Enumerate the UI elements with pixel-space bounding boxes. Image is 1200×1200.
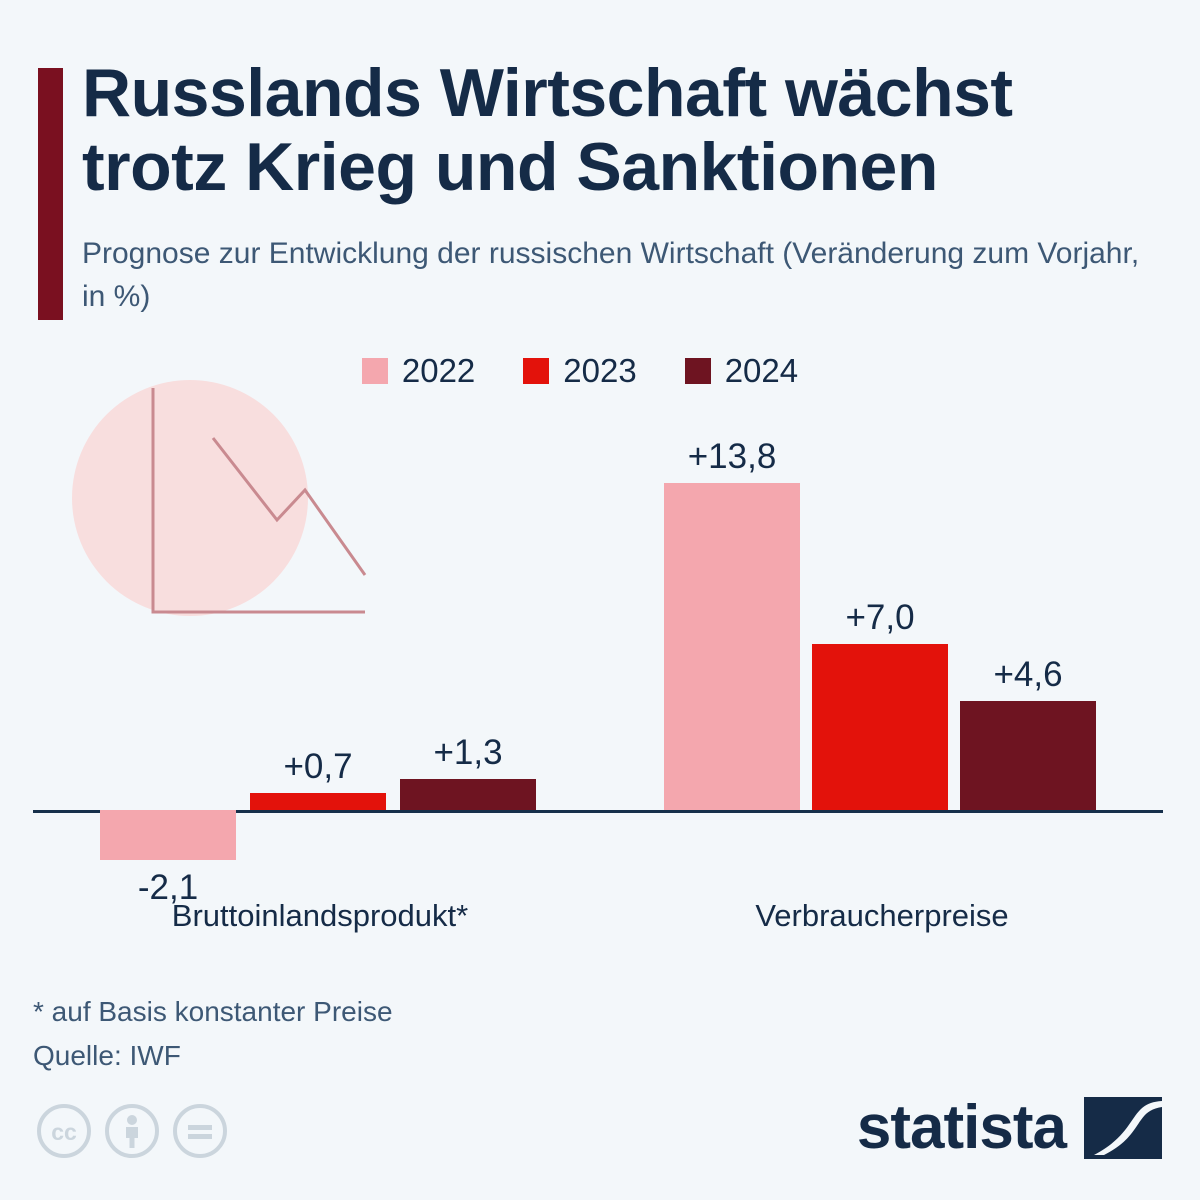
bar-rect — [960, 700, 1096, 810]
svg-text:cc: cc — [51, 1119, 77, 1145]
declining-chart-decoration-icon — [72, 380, 367, 616]
cc-icon[interactable]: cc — [36, 1103, 92, 1159]
legend-item-2022[interactable]: 2022 — [361, 352, 476, 390]
legend-label-2024: 2024 — [724, 352, 799, 389]
bar-2023-verbraucherpreise[interactable]: +7,0 — [812, 598, 948, 810]
category-label-bruttoinlandsprodukt: Bruttoinlandsprodukt* — [171, 898, 469, 933]
legend-swatch-2022 — [361, 358, 388, 384]
bar-2024-bruttoinlandsprodukt[interactable]: +1,3 — [400, 733, 536, 810]
bar-value-label: +7,0 — [845, 598, 915, 638]
bar-2023-bruttoinlandsprodukt[interactable]: +0,7 — [250, 747, 386, 810]
bar-value-label: +13,8 — [687, 436, 777, 476]
bar-rect — [400, 779, 536, 810]
cc-nd-icon[interactable] — [172, 1103, 228, 1159]
bar-2022-verbraucherpreise[interactable]: +13,8 — [664, 437, 800, 810]
bar-2024-verbraucherpreise[interactable]: +4,6 — [960, 655, 1096, 810]
legend-swatch-2023 — [523, 358, 550, 384]
cc-by-icon[interactable] — [104, 1103, 160, 1159]
creative-commons-badges: cc — [36, 1103, 228, 1159]
footnote-block: * auf Basis konstanter Preise Quelle: IW… — [33, 990, 393, 1078]
bar-value-label: +1,3 — [433, 733, 503, 773]
bar-rect — [250, 793, 386, 810]
bar-value-label: +4,6 — [993, 654, 1063, 694]
bar-rect — [664, 482, 800, 810]
bar-rect — [100, 810, 236, 860]
legend-item-2024[interactable]: 2024 — [684, 352, 799, 390]
legend-item-2023[interactable]: 2023 — [523, 352, 637, 390]
legend-label-2022: 2022 — [401, 352, 476, 389]
bar-2022-bruttoinlandsprodukt[interactable]: -2,1 — [100, 810, 236, 907]
header: Russlands Wirtschaft wächst trotz Krieg … — [0, 0, 1200, 340]
legend-swatch-2024 — [684, 358, 711, 384]
bar-value-label: -2,1 — [137, 867, 199, 907]
bar-group-bruttoinlandsprodukt: -2,1 +0,7 +1,3 Bruttoinlandsprodukt* — [0, 370, 600, 960]
bar-rect — [812, 644, 948, 810]
page-subtitle: Prognose zur Entwicklung der russischen … — [82, 237, 1140, 313]
bar-value-label: +0,7 — [283, 747, 353, 787]
footnote-source: Quelle: IWF — [33, 1040, 181, 1071]
category-label-verbraucherpreise: Verbraucherpreise — [755, 898, 1009, 933]
page-title: Russlands Wirtschaft wächst trotz Krieg … — [82, 55, 1013, 205]
statista-logo-mark — [1084, 1096, 1162, 1159]
legend-label-2023: 2023 — [563, 352, 637, 389]
statista-logo[interactable]: statista — [857, 1092, 1162, 1163]
bar-chart: -2,1 +0,7 +1,3 Bruttoinlandsprodukt* +13… — [0, 370, 1200, 960]
statista-logo-text: statista — [856, 1093, 1067, 1162]
chart-legend: 2022 2023 2024 — [0, 352, 1160, 390]
title-accent-bar — [38, 68, 63, 320]
bar-group-verbraucherpreise: +13,8 +7,0 +4,6 Verbraucherpreise — [600, 370, 1200, 960]
footnote-line-1: * auf Basis konstanter Preise — [33, 996, 393, 1027]
chart-baseline — [33, 810, 1163, 813]
